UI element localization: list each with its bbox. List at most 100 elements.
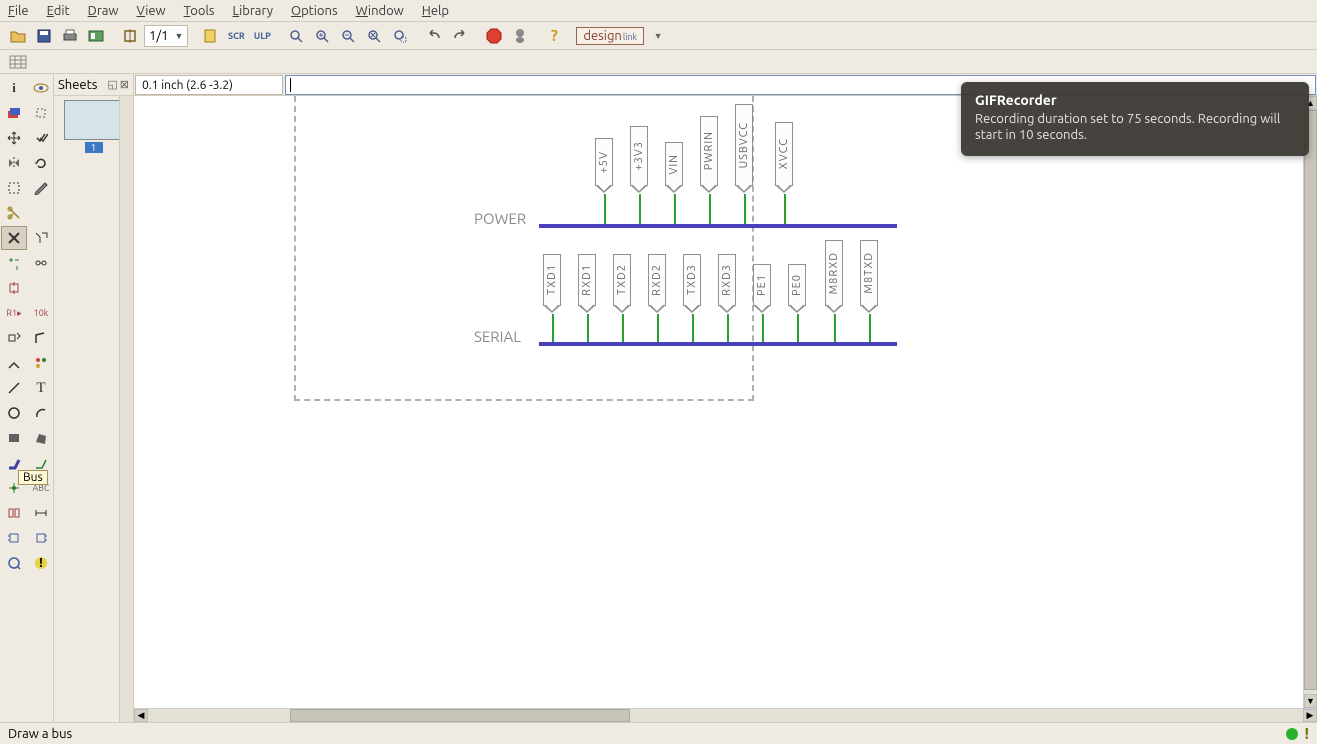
pin-pe0[interactable]: PE0 — [788, 264, 806, 306]
zoom-in-button[interactable] — [310, 24, 334, 48]
pin-+5v[interactable]: +5V — [595, 138, 613, 186]
net-txd1[interactable] — [552, 314, 554, 342]
pin-+3v3[interactable]: +3V3 — [630, 126, 648, 186]
go-button[interactable] — [508, 24, 532, 48]
grid-button[interactable] — [6, 50, 30, 74]
net-pe1[interactable] — [762, 314, 764, 342]
sheet-thumbnail[interactable] — [64, 100, 124, 140]
net-xvcc[interactable] — [784, 194, 786, 224]
zoom-redraw-button[interactable] — [362, 24, 386, 48]
cam-button[interactable] — [84, 24, 108, 48]
help-button[interactable]: ? — [542, 24, 566, 48]
group-tool[interactable] — [1, 176, 27, 200]
net-pwrin[interactable] — [709, 194, 711, 224]
rotate-tool[interactable] — [28, 151, 54, 175]
drc-button[interactable]: SCR — [224, 24, 248, 48]
invoke-tool[interactable] — [28, 351, 54, 375]
pin-pwrin[interactable]: PWRIN — [700, 116, 718, 186]
net-txd3[interactable] — [692, 314, 694, 342]
menu-tools[interactable]: Tools — [184, 4, 215, 18]
vscroll-thumb[interactable] — [1304, 110, 1317, 690]
erc-tool[interactable] — [1, 551, 27, 575]
redo-button[interactable] — [448, 24, 472, 48]
net-m8rxd[interactable] — [834, 314, 836, 342]
menu-file[interactable]: File — [8, 4, 29, 18]
menu-edit[interactable]: Edit — [47, 4, 70, 18]
net-rxd3[interactable] — [727, 314, 729, 342]
smash-tool[interactable] — [1, 326, 27, 350]
split-tool[interactable] — [1, 351, 27, 375]
stop-button[interactable] — [482, 24, 506, 48]
vertical-scrollbar[interactable]: ▲ ▼ — [1303, 96, 1317, 708]
pin-m8rxd[interactable]: M8RXD — [825, 240, 843, 306]
sheets-close-icon[interactable]: ⊠ — [120, 78, 129, 91]
miter-tool[interactable] — [28, 326, 54, 350]
menu-help[interactable]: Help — [422, 4, 449, 18]
undo-button[interactable] — [422, 24, 446, 48]
pin-pe1[interactable]: PE1 — [753, 264, 771, 306]
pin-vin[interactable]: VIN — [665, 142, 683, 186]
paste-tool[interactable] — [28, 201, 54, 225]
zoom-out-button[interactable] — [336, 24, 360, 48]
pin-xvcc[interactable]: XVCC — [775, 122, 793, 186]
circle-tool[interactable] — [1, 401, 27, 425]
sheets-restore-icon[interactable]: ◱ — [107, 78, 117, 91]
net-m8txd[interactable] — [869, 314, 871, 342]
sheets-scrollbar[interactable] — [119, 96, 133, 722]
delete-tool[interactable] — [1, 226, 27, 250]
pin-m8txd[interactable]: M8TXD — [860, 240, 878, 306]
menu-options[interactable]: Options — [291, 4, 338, 18]
wire-tool[interactable] — [1, 376, 27, 400]
scroll-down-icon[interactable]: ▼ — [1304, 694, 1317, 708]
rect-tool[interactable] — [1, 426, 27, 450]
info-tool[interactable]: i — [1, 76, 27, 100]
errors-tool[interactable]: ! — [28, 551, 54, 575]
module-tool[interactable] — [1, 526, 27, 550]
port-tool[interactable] — [28, 526, 54, 550]
text-tool[interactable]: T — [28, 376, 54, 400]
net-+3v3[interactable] — [639, 194, 641, 224]
pin-usbvcc[interactable]: USBVCC — [735, 104, 753, 186]
sheet-button[interactable] — [198, 24, 222, 48]
gate-tool[interactable] — [28, 276, 54, 300]
bus-tool[interactable]: Bus — [1, 451, 27, 475]
scroll-left-icon[interactable]: ◀ — [134, 709, 148, 722]
name-tool[interactable]: R1▸ — [1, 301, 27, 325]
pin-txd3[interactable]: TXD3 — [683, 254, 701, 306]
copy-tool[interactable] — [28, 126, 54, 150]
bus-serial[interactable] — [539, 342, 897, 346]
net-pe0[interactable] — [797, 314, 799, 342]
net-vin[interactable] — [674, 194, 676, 224]
replace-tool[interactable] — [1, 276, 27, 300]
gateswap-tool[interactable] — [28, 251, 54, 275]
show-tool[interactable] — [28, 76, 54, 100]
canvas[interactable]: ▲ ▼ POWERSERIAL+5V+3V3VINPWRINUSBVCCXVCC… — [134, 96, 1317, 708]
mark-tool[interactable] — [28, 101, 54, 125]
design-link-dropdown[interactable]: ▼ — [646, 24, 670, 48]
move-tool[interactable] — [1, 126, 27, 150]
zoom-fit-button[interactable] — [284, 24, 308, 48]
change-tool[interactable] — [28, 176, 54, 200]
net-rxd1[interactable] — [587, 314, 589, 342]
cut-tool[interactable] — [1, 201, 27, 225]
pin-txd2[interactable]: TXD2 — [613, 254, 631, 306]
pin-rxd1[interactable]: RXD1 — [578, 254, 596, 306]
menu-library[interactable]: Library — [233, 4, 273, 18]
menu-window[interactable]: Window — [356, 4, 404, 18]
menu-view[interactable]: View — [137, 4, 166, 18]
save-button[interactable] — [32, 24, 56, 48]
attribute-tool[interactable] — [1, 501, 27, 525]
hscroll-thumb[interactable] — [290, 709, 630, 722]
design-link-button[interactable]: designlink — [576, 27, 644, 45]
board-button[interactable] — [118, 24, 142, 48]
ulp-button[interactable]: ULP — [250, 24, 274, 48]
polygon-tool[interactable] — [28, 426, 54, 450]
dimension-tool[interactable] — [28, 501, 54, 525]
pin-rxd3[interactable]: RXD3 — [718, 254, 736, 306]
horizontal-scrollbar[interactable]: ◀ ▶ — [134, 708, 1317, 722]
pinswap-tool[interactable] — [1, 251, 27, 275]
pin-rxd2[interactable]: RXD2 — [648, 254, 666, 306]
print-button[interactable] — [58, 24, 82, 48]
zoom-select[interactable]: 1/1 ▼ — [144, 25, 188, 47]
arc-tool[interactable] — [28, 401, 54, 425]
